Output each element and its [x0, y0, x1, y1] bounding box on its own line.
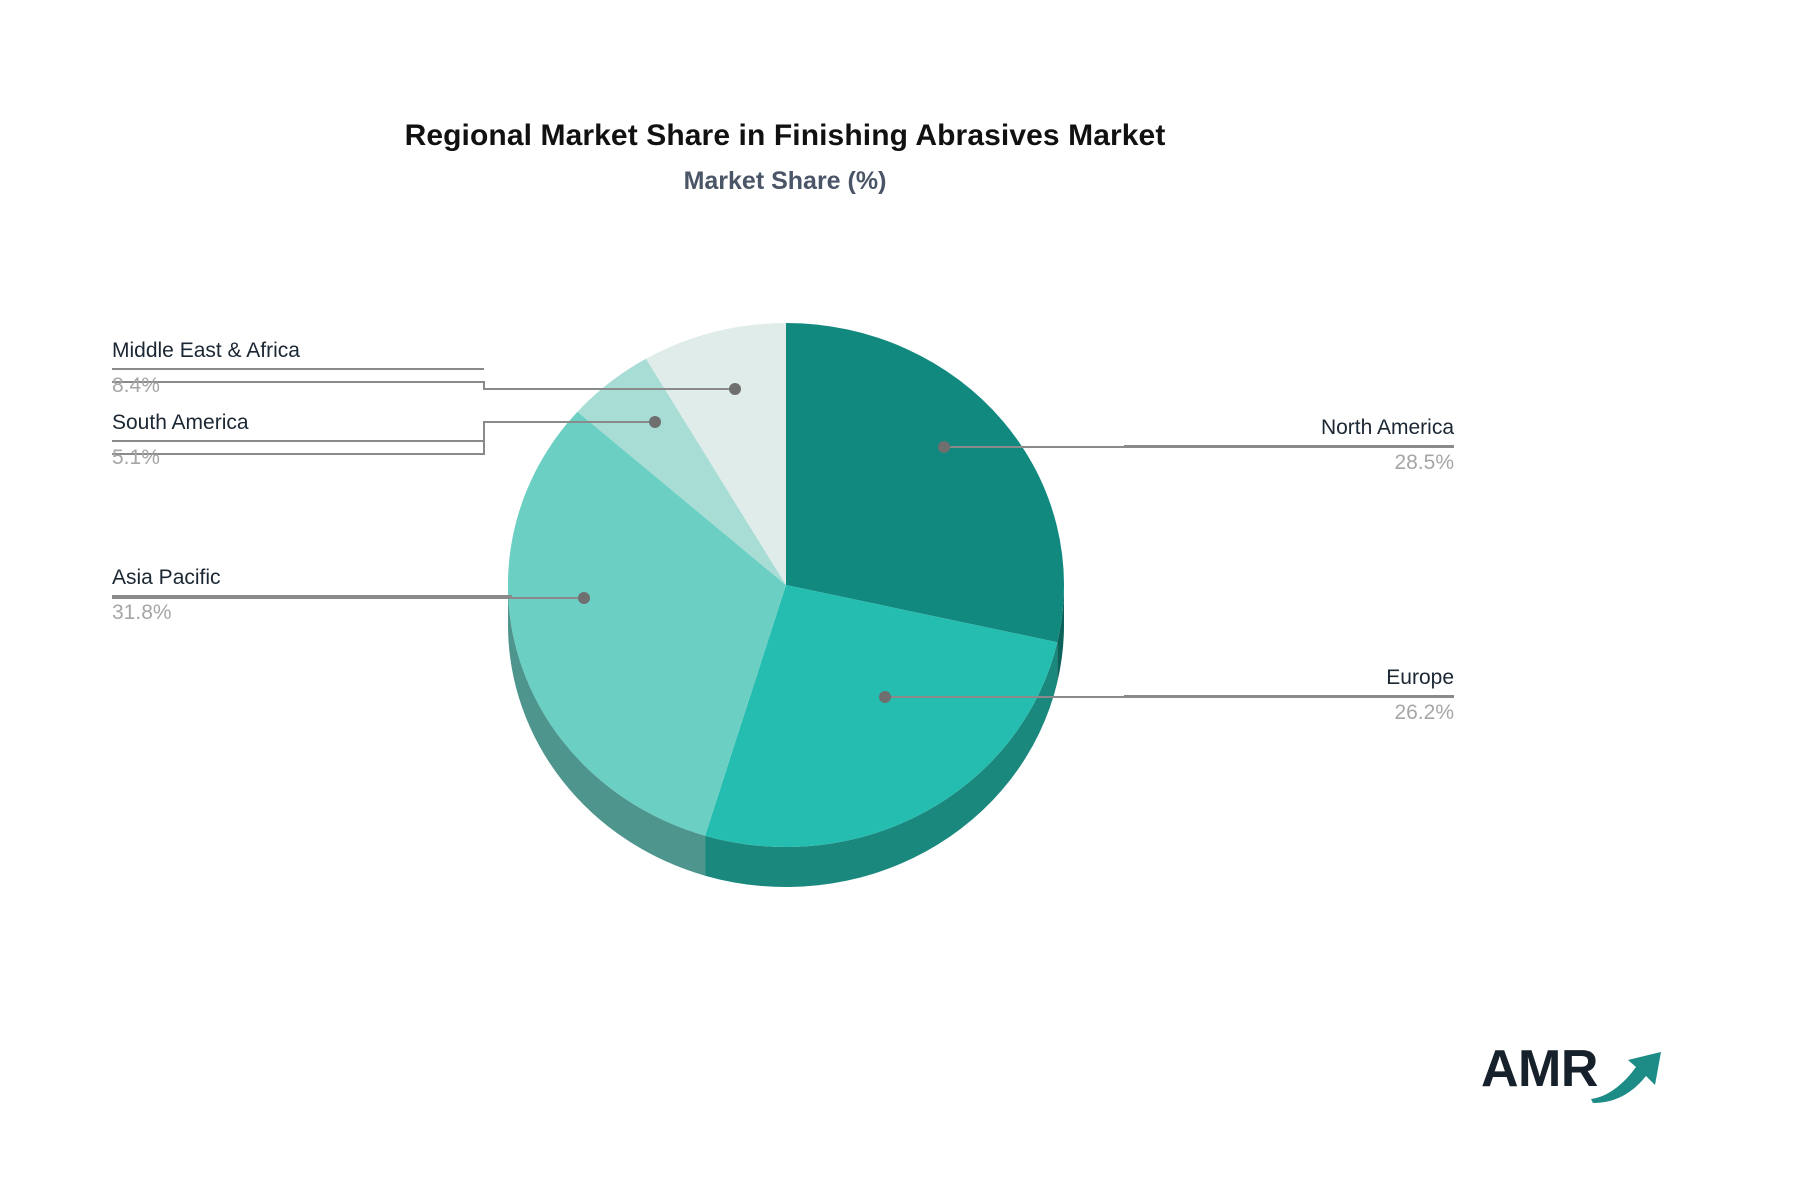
leader-dot-south-america [649, 416, 661, 428]
callout-label-middle-east-africa: Middle East & Africa [112, 339, 300, 362]
leader-lines-group [112, 381, 1454, 703]
callout-asia-pacific: Asia Pacific 31.8% [112, 565, 512, 626]
growth-arrow-icon [1591, 1052, 1661, 1103]
pie-slice-europe[interactable] [705, 585, 1058, 848]
callout-label-europe: Europe [1386, 666, 1454, 689]
callout-label-asia-pacific: Asia Pacific [112, 566, 221, 589]
callout-value-middle-east-africa: 8.4% [112, 374, 160, 397]
callout-value-south-america: 5.1% [112, 446, 160, 469]
callout-value-europe: 26.2% [1394, 701, 1454, 724]
pie-slice-north-america[interactable] [786, 323, 1065, 643]
callout-rule-north-america [1124, 445, 1454, 447]
callout-rule-middle-east-africa [112, 368, 484, 370]
leader-line-middle-east-africa [112, 381, 735, 390]
leader-dot-middle-east-africa [729, 383, 741, 395]
callout-europe: Europe 26.2% [1124, 665, 1454, 726]
page-title: Regional Market Share in Finishing Abras… [404, 119, 1166, 152]
callout-middle-east-africa: Middle East & Africa 8.4% [112, 338, 484, 399]
pie-slice-south-america[interactable] [577, 358, 787, 585]
amr-logo-text: AMR [1481, 1040, 1598, 1098]
callout-value-asia-pacific: 31.8% [112, 601, 172, 624]
callout-rule-europe [1124, 695, 1454, 697]
leader-dot-europe [879, 691, 891, 703]
callout-label-south-america: South America [112, 411, 249, 434]
pie-slice-asia-pacific[interactable] [507, 411, 786, 836]
leader-line-south-america [112, 421, 655, 455]
callout-label-north-america: North America [1320, 416, 1454, 439]
pie-depth-north-america [1057, 585, 1064, 683]
pie-depth-europe [705, 642, 1058, 888]
callout-value-north-america: 28.5% [1394, 451, 1454, 474]
leader-dot-asia-pacific [578, 592, 590, 604]
callout-rule-south-america [112, 440, 484, 442]
callout-south-america: South America 5.1% [112, 410, 484, 471]
pie-depth-asia-pacific [508, 585, 706, 876]
title-block: Regional Market Share in Finishing Abras… [0, 118, 1570, 197]
callout-north-america: North America 28.5% [1124, 415, 1454, 476]
pie-slices-group [507, 323, 1065, 848]
callout-rule-asia-pacific [112, 595, 512, 597]
amr-logo: AMR [1481, 1040, 1661, 1105]
leader-dot-north-america [938, 441, 950, 453]
chart-subtitle: Market Share (%) [683, 167, 887, 196]
pie-depth-group [508, 585, 1064, 888]
